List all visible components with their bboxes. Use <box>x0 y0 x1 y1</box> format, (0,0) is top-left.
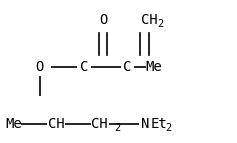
Text: Me: Me <box>146 60 162 74</box>
Text: 2: 2 <box>115 123 121 133</box>
Text: CH: CH <box>91 117 108 131</box>
Text: O: O <box>35 60 44 74</box>
Text: Me: Me <box>5 117 22 131</box>
Text: CH: CH <box>48 117 64 131</box>
Text: Et: Et <box>151 117 168 131</box>
Text: N: N <box>141 117 149 131</box>
Text: C: C <box>80 60 89 74</box>
Text: CH: CH <box>141 13 158 27</box>
Text: 2: 2 <box>157 19 163 29</box>
Text: 2: 2 <box>166 123 172 133</box>
Text: O: O <box>99 13 107 27</box>
Text: C: C <box>123 60 131 74</box>
